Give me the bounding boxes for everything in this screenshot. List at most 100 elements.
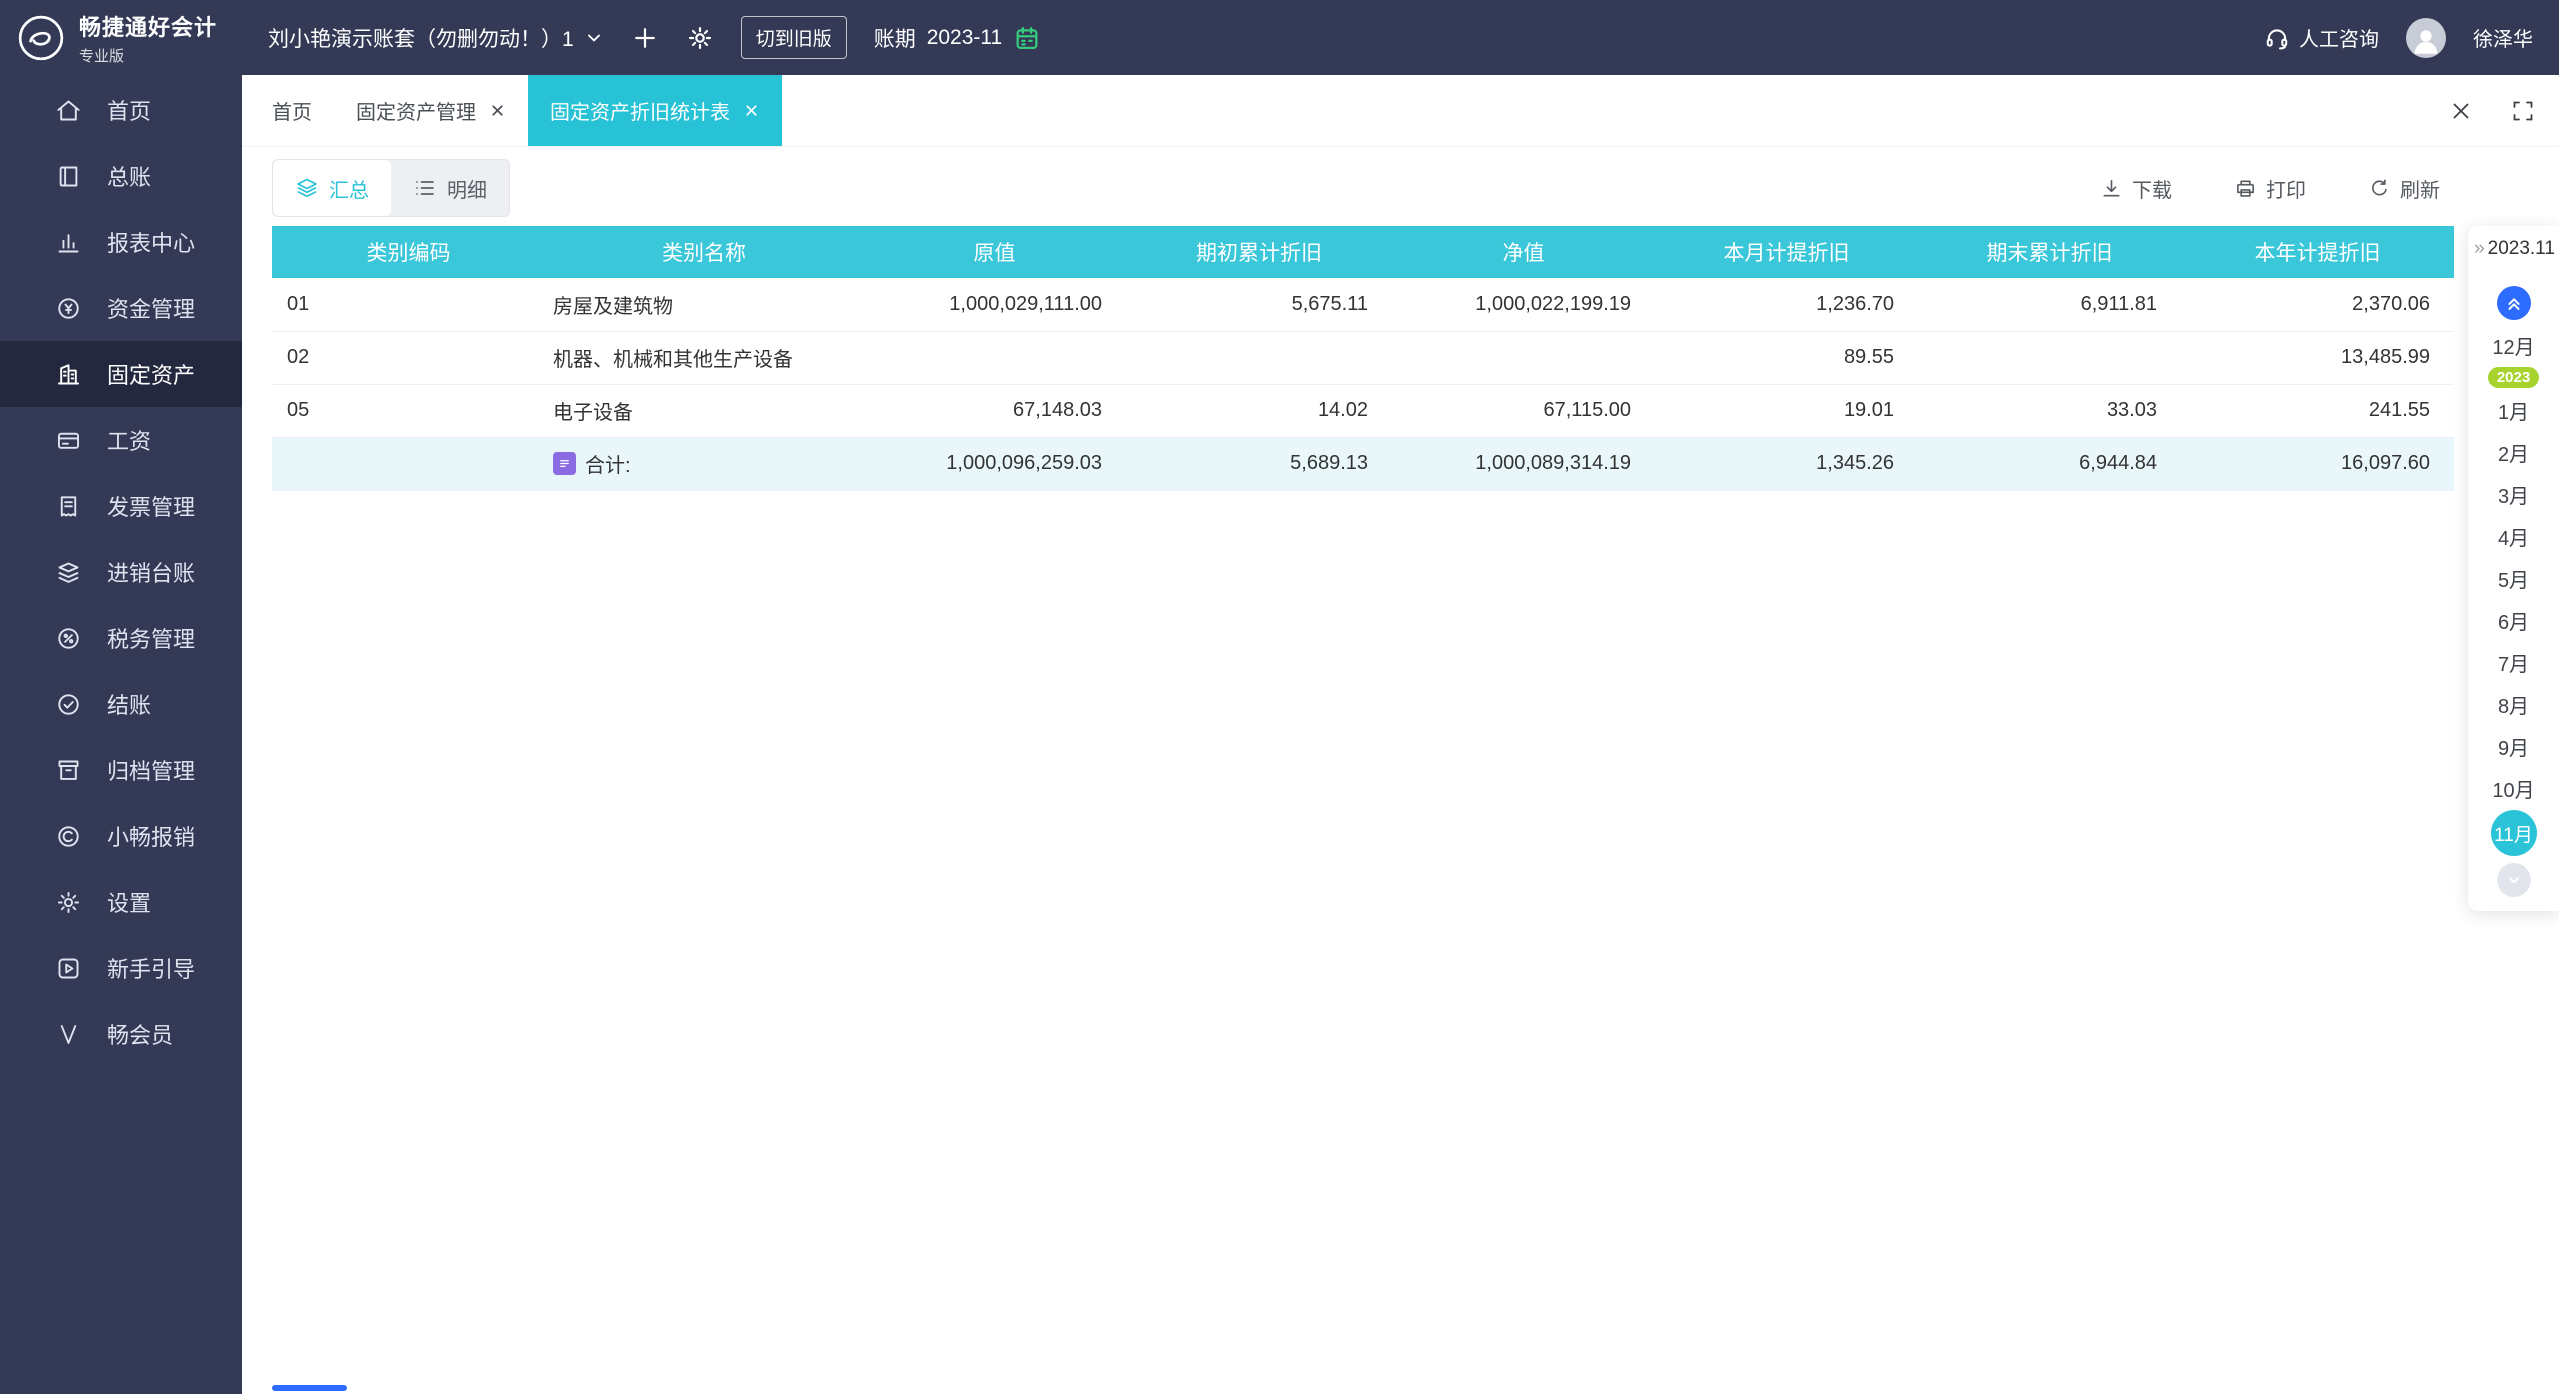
plus-icon — [634, 27, 655, 48]
refresh-label: 刷新 — [2400, 179, 2440, 202]
view-detail-toggle[interactable]: 明细 — [391, 160, 509, 216]
table-cell — [272, 437, 545, 491]
content-area: 汇总 明细 下载 — [242, 147, 2559, 1394]
table-cell: 05 — [272, 384, 545, 438]
table-row[interactable]: 02 机器、机械和其他生产设备 89.55 13,485.99 — [272, 331, 2454, 385]
month-item-apr[interactable]: 4月 — [2468, 515, 2559, 557]
sidebar-item-purchase-sale-ledger[interactable]: 进销台账 — [0, 539, 242, 605]
month-item-nov-selected[interactable]: 11月 — [2468, 809, 2559, 857]
settings-shortcut-button[interactable] — [686, 24, 714, 52]
close-icon[interactable] — [489, 102, 506, 119]
total-row: 合计: 1,000,096,259.03 5,689.13 1,000,089,… — [272, 437, 2454, 491]
avatar[interactable] — [2406, 17, 2446, 58]
month-list: 12月 2023 1月 2月 3月 4月 5月 6月 7月 8月 9月 10月 … — [2468, 324, 2559, 857]
table-cell — [863, 331, 1126, 385]
current-user-name[interactable]: 徐泽华 — [2473, 29, 2533, 51]
sidebar-item-settings[interactable]: 设置 — [0, 869, 242, 935]
sidebar-item-label: 总账 — [107, 165, 152, 190]
sidebar-item-label: 结账 — [107, 693, 152, 718]
month-label: 1月 — [2497, 401, 2530, 424]
month-item-feb[interactable]: 2月 — [2468, 431, 2559, 473]
ledger-book-icon — [59, 166, 78, 186]
sidebar-item-reimbursement[interactable]: 小畅报销 — [0, 803, 242, 869]
table-cell: 1,345.26 — [1655, 437, 1918, 491]
table-cell — [1392, 331, 1655, 385]
switch-to-old-version-button[interactable]: 切到旧版 — [740, 16, 847, 59]
sidebar-item-general-ledger[interactable]: 总账 — [0, 143, 242, 209]
month-item-dec[interactable]: 12月 — [2468, 324, 2559, 366]
app-edition: 专业版 — [79, 47, 125, 65]
month-label: 11月 — [2490, 810, 2537, 856]
calendar-icon[interactable] — [1013, 24, 1041, 52]
close-icon[interactable] — [743, 102, 760, 119]
table-cell — [1918, 331, 2181, 385]
table-row[interactable]: 01 房屋及建筑物 1,000,029,111.00 5,675.11 1,00… — [272, 278, 2454, 332]
sidebar-item-home[interactable]: 首页 — [0, 77, 242, 143]
month-label: 7月 — [2497, 653, 2530, 676]
month-label: 6月 — [2497, 611, 2530, 634]
month-item-oct[interactable]: 10月 — [2468, 767, 2559, 809]
gear-icon — [688, 26, 711, 49]
month-item-sep[interactable]: 9月 — [2468, 725, 2559, 767]
close-all-tabs-icon[interactable] — [2449, 99, 2473, 123]
calculator-icon — [553, 452, 576, 475]
scroll-months-up-button[interactable] — [2496, 286, 2531, 320]
table-cell — [1126, 331, 1392, 385]
tab-home[interactable]: 首页 — [250, 75, 334, 146]
month-label: 5月 — [2497, 569, 2530, 592]
tab-label: 固定资产折旧统计表 — [550, 102, 730, 124]
sidebar-item-tax-management[interactable]: 税务管理 — [0, 605, 242, 671]
human-support-button[interactable]: 人工咨询 — [2264, 23, 2379, 52]
table-cell: 33.03 — [1918, 384, 2181, 438]
table-cell: 1,000,029,111.00 — [863, 278, 1126, 332]
sidebar-item-report-center[interactable]: 报表中心 — [0, 209, 242, 275]
download-button[interactable]: 下载 — [2100, 174, 2172, 203]
account-set-selector[interactable]: 刘小艳演示账套（勿删勿动！）1 — [268, 23, 604, 53]
sidebar-item-beginner-guide[interactable]: 新手引导 — [0, 935, 242, 1001]
sidebar-item-invoice-management[interactable]: 发票管理 — [0, 473, 242, 539]
month-item-mar[interactable]: 3月 — [2468, 473, 2559, 515]
table-cell: 19.01 — [1655, 384, 1918, 438]
summary-label: 汇总 — [329, 179, 369, 202]
column-header-month-accrued: 本月计提折旧 — [1655, 226, 1918, 278]
month-item-jul[interactable]: 7月 — [2468, 641, 2559, 683]
add-account-set-button[interactable] — [631, 24, 659, 52]
month-item-aug[interactable]: 8月 — [2468, 683, 2559, 725]
table-row[interactable]: 05 电子设备 67,148.03 14.02 67,115.00 19.01 … — [272, 384, 2454, 438]
sidebar-item-fixed-assets[interactable]: 固定资产 — [0, 341, 242, 407]
current-period-display: 2023.11 — [2487, 238, 2555, 259]
table-cell: 16,097.60 — [2181, 437, 2454, 491]
column-header-opening-accumulated: 期初累计折旧 — [1126, 226, 1392, 278]
depreciation-statistics-table: 类别编码 类别名称 原值 期初累计折旧 净值 本月计提折旧 期末累计折旧 本年计… — [272, 226, 2454, 491]
month-item-jan[interactable]: 1月 — [2468, 389, 2559, 431]
sidebar-item-label: 固定资产 — [107, 363, 196, 388]
table-cell: 13,485.99 — [2181, 331, 2454, 385]
money-yen-icon — [58, 297, 79, 319]
collapse-panel-icon[interactable]: » — [2474, 238, 2485, 259]
scroll-months-down-button[interactable] — [2496, 863, 2531, 897]
refresh-button[interactable]: 刷新 — [2368, 174, 2440, 203]
sidebar-item-membership[interactable]: 畅会员 — [0, 1001, 242, 1067]
fullscreen-icon[interactable] — [2511, 99, 2535, 123]
table-header-row: 类别编码 类别名称 原值 期初累计折旧 净值 本月计提折旧 期末累计折旧 本年计… — [272, 226, 2454, 278]
app-logo: 畅捷通好会计 专业版 — [0, 0, 242, 75]
view-summary-toggle[interactable]: 汇总 — [273, 160, 391, 216]
sidebar-item-payroll[interactable]: 工资 — [0, 407, 242, 473]
tab-fixed-asset-management[interactable]: 固定资产管理 — [334, 75, 528, 146]
month-item-may[interactable]: 5月 — [2468, 557, 2559, 599]
month-label: 8月 — [2497, 695, 2530, 718]
month-item-jun[interactable]: 6月 — [2468, 599, 2559, 641]
tab-depreciation-statistics[interactable]: 固定资产折旧统计表 — [528, 75, 782, 146]
sidebar-item-closing[interactable]: 结账 — [0, 671, 242, 737]
accounting-period[interactable]: 账期 2023-11 — [874, 23, 1042, 53]
column-header-category-code: 类别编码 — [272, 226, 545, 278]
summary-layers-icon — [297, 178, 317, 198]
print-button[interactable]: 打印 — [2234, 174, 2306, 203]
play-guide-icon — [58, 958, 79, 978]
month-label: 4月 — [2497, 527, 2530, 550]
sidebar-item-archive-management[interactable]: 归档管理 — [0, 737, 242, 803]
horizontal-scrollbar-thumb[interactable] — [272, 1385, 347, 1391]
table-cell: 1,236.70 — [1655, 278, 1918, 332]
sidebar-item-fund-management[interactable]: 资金管理 — [0, 275, 242, 341]
